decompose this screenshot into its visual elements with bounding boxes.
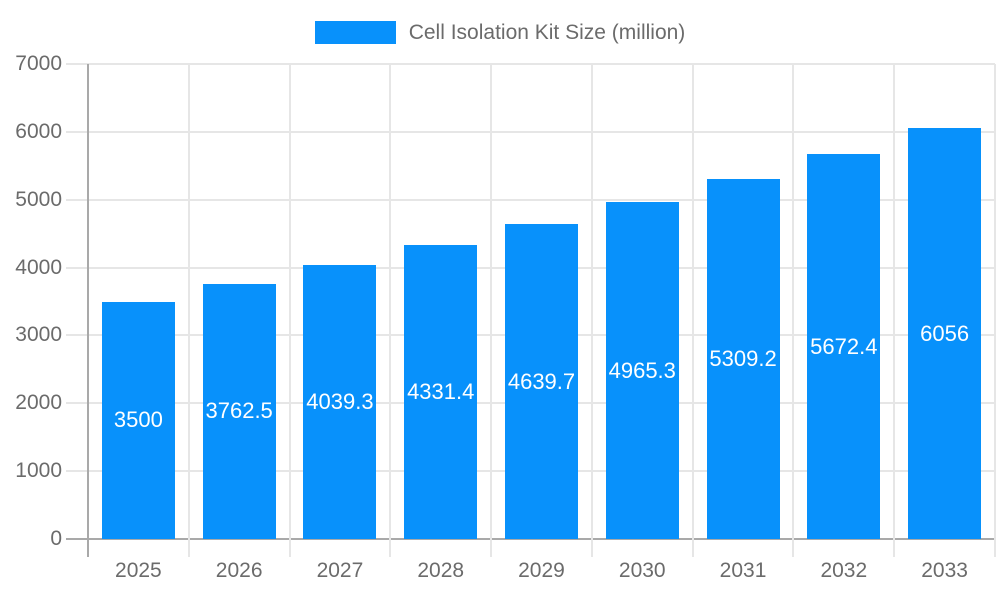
bar-value-label: 4331.4 bbox=[407, 379, 475, 405]
gridline-x-9 bbox=[994, 64, 996, 557]
bar-2025[interactable]: 3500 bbox=[101, 301, 175, 539]
bar-value-label: 5672.4 bbox=[810, 333, 878, 359]
bar-2030[interactable]: 4965.3 bbox=[605, 202, 679, 539]
y-tick-label: 2000 bbox=[15, 391, 62, 415]
x-axis-labels: 2025 2026 2027 2028 2029 2030 2031 2032 2033 bbox=[88, 559, 995, 585]
gridline-x-2 bbox=[288, 64, 291, 557]
plot-area: 3500 3762.5 4039.3 4331.4 4639.7 4965.3 5309.2… bbox=[66, 63, 996, 557]
y-tick-label: 1000 bbox=[15, 459, 62, 483]
bar-2029[interactable]: 4639.7 bbox=[505, 224, 578, 539]
bar-value-label: 4965.3 bbox=[608, 357, 676, 383]
bar-2033[interactable]: 6056 bbox=[908, 128, 982, 539]
bar-value-label: 5309.2 bbox=[709, 345, 777, 371]
bar-value-label: 6056 bbox=[920, 320, 970, 346]
bar-2032[interactable]: 5672.4 bbox=[807, 154, 881, 539]
legend-label: Cell Isolation Kit Size (million) bbox=[408, 21, 686, 44]
bar-value-label: 3762.5 bbox=[205, 398, 273, 424]
gridline-x-5 bbox=[590, 64, 593, 557]
x-tick-label-2028: 2028 bbox=[417, 559, 465, 582]
gridline-x-1 bbox=[187, 64, 190, 557]
x-tick-label-2032: 2032 bbox=[820, 559, 868, 582]
y-tick-label: 4000 bbox=[15, 255, 62, 279]
bar-value-label: 3500 bbox=[113, 407, 163, 433]
y-tick-label: 0 bbox=[50, 527, 62, 550]
gridline-x-8 bbox=[893, 64, 896, 557]
y-axis-line bbox=[87, 64, 89, 557]
gridline-x-4 bbox=[490, 64, 493, 557]
x-tick-label-2031: 2031 bbox=[719, 559, 767, 582]
gridline-x-7 bbox=[792, 64, 795, 557]
bar-2031[interactable]: 5309.2 bbox=[706, 178, 780, 539]
gridline-y-5000 bbox=[66, 198, 995, 201]
y-tick-label: 7000 bbox=[15, 52, 62, 75]
y-axis-labels: 0 1000 2000 3000 4000 5000 6000 7000 bbox=[0, 52, 62, 550]
bar-value-label: 4639.7 bbox=[507, 368, 576, 394]
x-tick-label-2030: 2030 bbox=[618, 559, 666, 582]
gridline-x-3 bbox=[389, 64, 392, 557]
y-tick-label: 5000 bbox=[15, 187, 62, 211]
bar-2028[interactable]: 4331.4 bbox=[404, 245, 478, 539]
x-axis-baseline bbox=[66, 538, 995, 540]
gridline-y-7000 bbox=[66, 63, 995, 65]
bar-value-label: 4039.3 bbox=[306, 388, 374, 414]
x-tick-label-2025: 2025 bbox=[115, 559, 162, 582]
x-tick-label-2029: 2029 bbox=[518, 559, 565, 582]
gridline-y-6000 bbox=[66, 130, 995, 133]
y-tick-label: 3000 bbox=[15, 323, 62, 347]
legend[interactable]: Cell Isolation Kit Size (million) bbox=[0, 21, 1000, 44]
bar-2027[interactable]: 4039.3 bbox=[303, 264, 377, 539]
bar-2026[interactable]: 3762.5 bbox=[202, 283, 276, 539]
gridline-x-6 bbox=[691, 64, 694, 557]
x-tick-label-2026: 2026 bbox=[215, 559, 263, 582]
legend-swatch bbox=[314, 21, 396, 44]
x-tick-label-2033: 2033 bbox=[921, 559, 968, 582]
x-tick-label-2027: 2027 bbox=[316, 559, 364, 582]
y-tick-label: 6000 bbox=[15, 119, 62, 143]
